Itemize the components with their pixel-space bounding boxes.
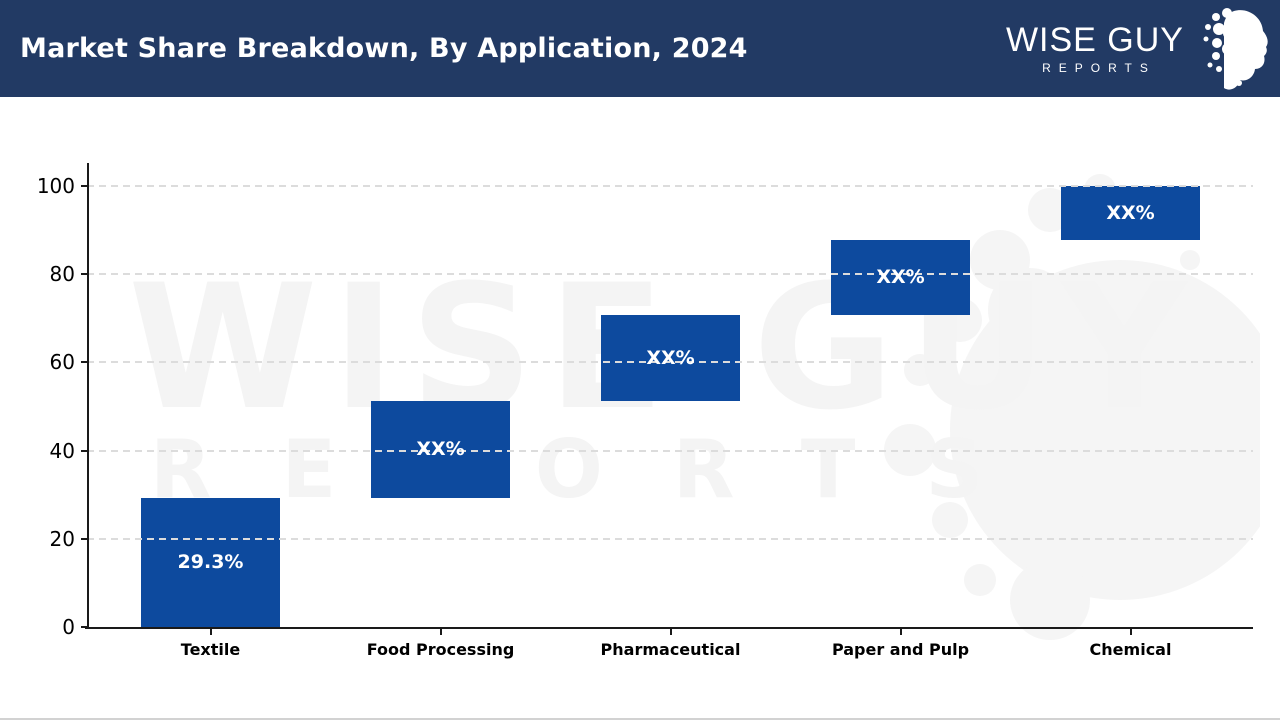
- logo-subtext: REPORTS: [1042, 61, 1156, 75]
- y-tick-0: [81, 626, 87, 628]
- x-tick-1: [209, 629, 212, 635]
- x-axis: [85, 627, 1253, 629]
- y-tick-label: 0: [62, 615, 75, 639]
- bar-value-label: 29.3%: [177, 551, 244, 574]
- x-tick-2: [439, 629, 442, 635]
- x-tick-label: Food Processing: [366, 640, 515, 659]
- y-tick-label: 100: [36, 174, 75, 198]
- y-tick-label: 40: [49, 438, 75, 463]
- wise-guy-reports-logo: WISE GUY REPORTS: [1006, 0, 1280, 97]
- y-tick-80: [81, 273, 87, 276]
- bar-value-label: XX%: [416, 438, 465, 461]
- x-tick-3: [669, 629, 672, 635]
- bottom-border: [0, 718, 1280, 720]
- x-tick-4: [899, 629, 902, 635]
- y-tick-60: [81, 361, 87, 364]
- y-tick-20: [81, 537, 87, 540]
- x-tick-label: Chemical: [1089, 640, 1172, 659]
- gridline-20: [87, 537, 1253, 540]
- x-tick-label: Paper and Pulp: [831, 640, 970, 659]
- bar-textile: [141, 497, 280, 627]
- y-axis: [87, 163, 89, 629]
- x-tick-label: Pharmaceutical: [600, 640, 741, 659]
- y-tick-100: [81, 185, 87, 187]
- header-bar: Market Share Breakdown, By Application, …: [0, 0, 1280, 97]
- gridline-60: [87, 361, 1253, 364]
- bar-pharmaceutical: [601, 314, 740, 401]
- x-tick-5: [1129, 629, 1132, 635]
- y-tick-40: [81, 449, 87, 452]
- logo-wordmark: WISE GUY: [1005, 21, 1184, 59]
- x-tick-label: Textile: [180, 640, 241, 659]
- bar-value-label: XX%: [646, 346, 695, 369]
- gridline-100: [87, 185, 1253, 187]
- chart-title: Market Share Breakdown, By Application, …: [20, 33, 748, 64]
- y-tick-label: 60: [49, 350, 75, 375]
- gridline-40: [87, 449, 1253, 452]
- gridline-80: [87, 273, 1253, 276]
- y-tick-label: 80: [49, 262, 75, 287]
- logo-face-icon: [1203, 7, 1268, 90]
- bar-value-label: XX%: [876, 266, 925, 289]
- bar-food-processing: [371, 400, 510, 498]
- bar-value-label: XX%: [1106, 201, 1155, 224]
- logo-text: WISE GUY REPORTS: [1006, 23, 1184, 74]
- y-tick-label: 20: [49, 526, 75, 551]
